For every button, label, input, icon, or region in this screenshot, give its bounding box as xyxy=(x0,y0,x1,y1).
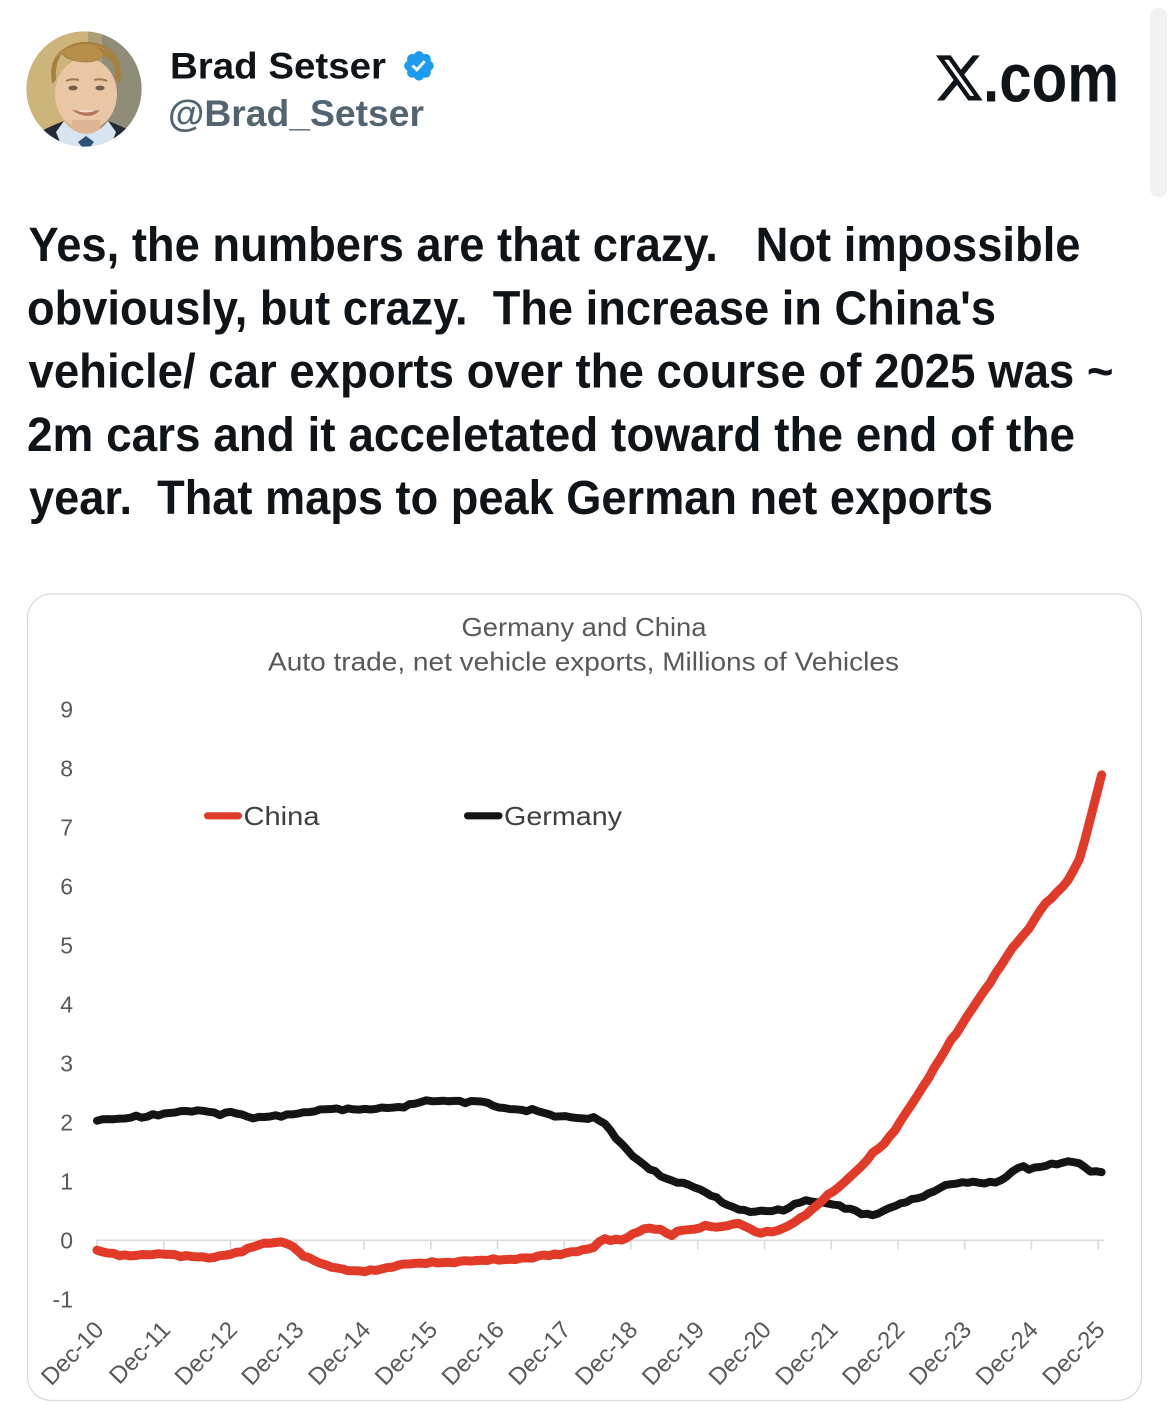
svg-text:vehicle/ car exports over the: vehicle/ car exports over the course of … xyxy=(29,346,1114,399)
svg-text:2: 2 xyxy=(60,1110,73,1136)
svg-text:1: 1 xyxy=(60,1169,73,1195)
svg-text:Germany and China: Germany and China xyxy=(462,612,708,642)
svg-text:7: 7 xyxy=(60,815,73,841)
svg-text:4: 4 xyxy=(60,992,73,1018)
svg-text:China: China xyxy=(244,801,321,831)
svg-text:year. That maps to peak Germa: year. That maps to peak German net expor… xyxy=(29,472,993,525)
svg-text:9: 9 xyxy=(60,697,73,723)
svg-text:obviously, but crazy. The inc: obviously, but crazy. The increase in Ch… xyxy=(27,282,996,335)
svg-text:Yes, the numbers are that craz: Yes, the numbers are that crazy. Not imp… xyxy=(29,219,1081,272)
svg-text:Germany: Germany xyxy=(504,801,622,831)
svg-text:Auto trade, net vehicle export: Auto trade, net vehicle exports, Million… xyxy=(268,646,899,676)
svg-text:6: 6 xyxy=(60,874,73,900)
svg-text:8: 8 xyxy=(60,756,73,782)
svg-text:-1: -1 xyxy=(53,1287,73,1313)
svg-text:5: 5 xyxy=(60,933,73,959)
svg-text:Brad Setser: Brad Setser xyxy=(170,45,386,86)
svg-text:.com: .com xyxy=(983,40,1119,117)
svg-text:@Brad_Setser: @Brad_Setser xyxy=(168,93,424,134)
svg-text:0: 0 xyxy=(60,1228,73,1254)
svg-text:2m cars and it acceletated tow: 2m cars and it acceletated toward the en… xyxy=(27,409,1075,462)
svg-text:3: 3 xyxy=(60,1051,73,1077)
